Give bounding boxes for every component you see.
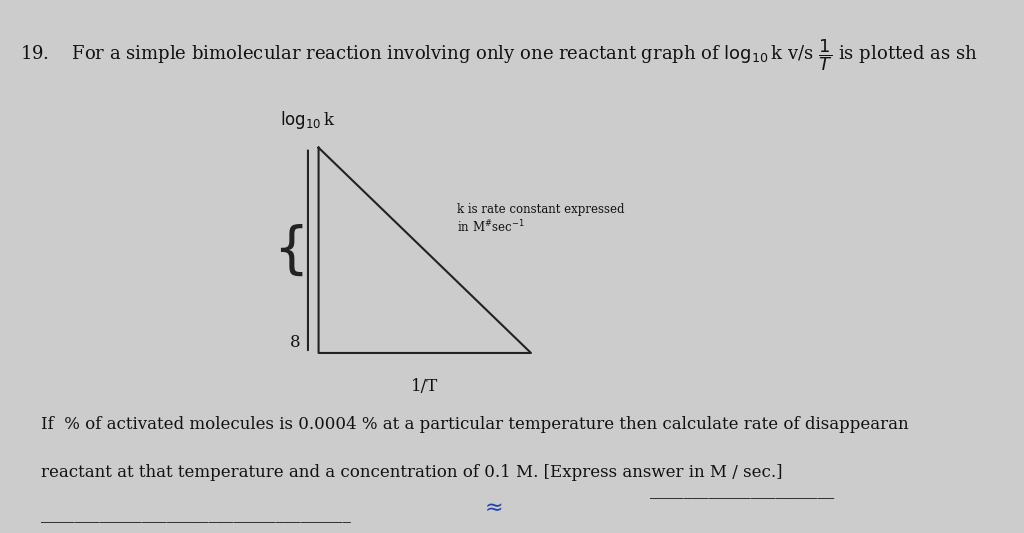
Text: reactant at that temperature and a concentration of 0.1 M. [Express answer in M : reactant at that temperature and a conce… xyxy=(41,464,782,481)
Text: 8: 8 xyxy=(290,334,300,351)
Text: k is rate constant expressed
in M$^{\#}$sec$^{-1}$: k is rate constant expressed in M$^{\#}$… xyxy=(457,204,625,236)
Text: _____________________________________: _____________________________________ xyxy=(41,506,351,523)
Text: If  % of activated molecules is 0.0004 % at a particular temperature then calcul: If % of activated molecules is 0.0004 % … xyxy=(41,416,908,433)
Text: $\approx$: $\approx$ xyxy=(480,497,503,517)
Text: $\log_{10}$k: $\log_{10}$k xyxy=(281,109,336,131)
Text: 19.    For a simple bimolecular reaction involving only one reactant graph of $\: 19. For a simple bimolecular reaction in… xyxy=(20,37,978,73)
Text: ______________________: ______________________ xyxy=(650,482,835,499)
Text: {: { xyxy=(273,223,308,277)
Text: 1/T: 1/T xyxy=(412,377,438,394)
